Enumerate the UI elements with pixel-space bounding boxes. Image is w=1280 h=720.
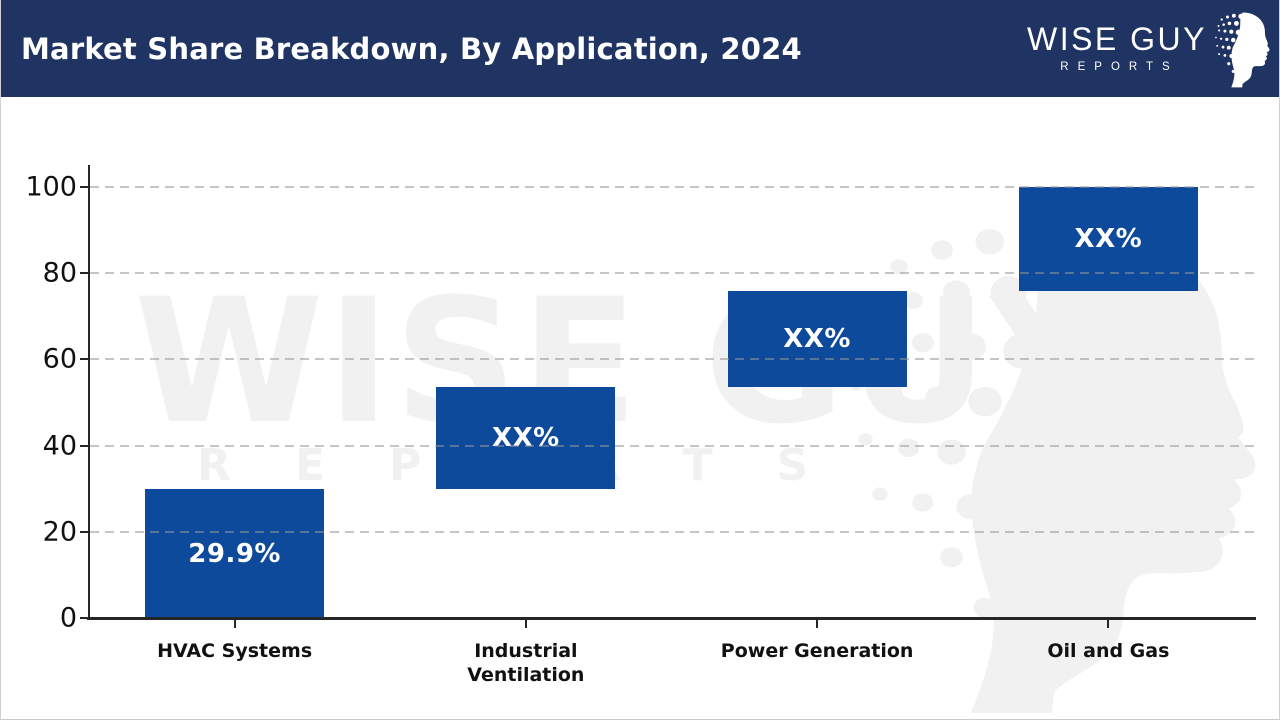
bar: 29.9% — [145, 489, 325, 618]
x-tick-mark — [1107, 620, 1110, 628]
x-tick-mark — [524, 620, 527, 628]
y-tick-mark — [80, 186, 88, 188]
x-axis-category-label: HVAC Systems — [157, 640, 313, 662]
gridline-20 — [90, 530, 1254, 533]
bar-value-label: XX% — [783, 324, 851, 355]
bar: XX% — [727, 291, 907, 388]
y-tick-label: 40 — [42, 430, 77, 462]
wiseguy-head-icon — [1215, 12, 1270, 87]
y-tick-label: 0 — [59, 602, 77, 634]
y-tick-label: 100 — [25, 171, 77, 203]
bar-value-label: 29.9% — [188, 538, 281, 569]
x-axis-category-label: Industrial Ventilation — [467, 640, 585, 686]
y-tick-mark — [80, 617, 88, 619]
logo-wiseguy-text: WISE GUY — [1026, 21, 1207, 58]
bar: XX% — [1018, 187, 1198, 292]
gridline-60 — [90, 358, 1254, 361]
y-tick-mark — [80, 358, 88, 361]
x-axis-category-label: Power Generation — [720, 640, 914, 662]
bar-value-label: XX% — [1074, 224, 1143, 255]
x-tick-mark — [233, 620, 236, 628]
x-axis-category-label: Oil and Gas — [1047, 640, 1170, 662]
y-tick-mark — [80, 444, 88, 447]
x-tick-mark — [816, 620, 819, 628]
wiseguy-logo: WISE GUY REPORTS — [1027, 9, 1271, 89]
gridline-80 — [90, 272, 1254, 275]
y-tick-mark — [80, 272, 88, 275]
watermark-wordmark: WISE GUY — [134, 261, 1119, 462]
gridline-40 — [90, 444, 1254, 447]
y-tick-label: 80 — [42, 257, 77, 289]
logo-wordmark: WISE GUY REPORTS — [1027, 23, 1207, 74]
x-axis-spine — [87, 617, 1256, 620]
y-tick-mark — [80, 530, 88, 533]
gridline-100 — [90, 186, 1254, 188]
y-tick-label: 60 — [42, 343, 77, 375]
y-axis-spine — [88, 165, 90, 620]
bar-value-label: XX% — [492, 423, 560, 454]
y-tick-label: 20 — [42, 516, 77, 548]
logo-reports-text: REPORTS — [1060, 61, 1179, 74]
bar: XX% — [436, 387, 616, 490]
page-title: Market Share Breakdown, By Application, … — [21, 31, 802, 66]
header-bar: Market Share Breakdown, By Application, … — [1, 0, 1279, 97]
